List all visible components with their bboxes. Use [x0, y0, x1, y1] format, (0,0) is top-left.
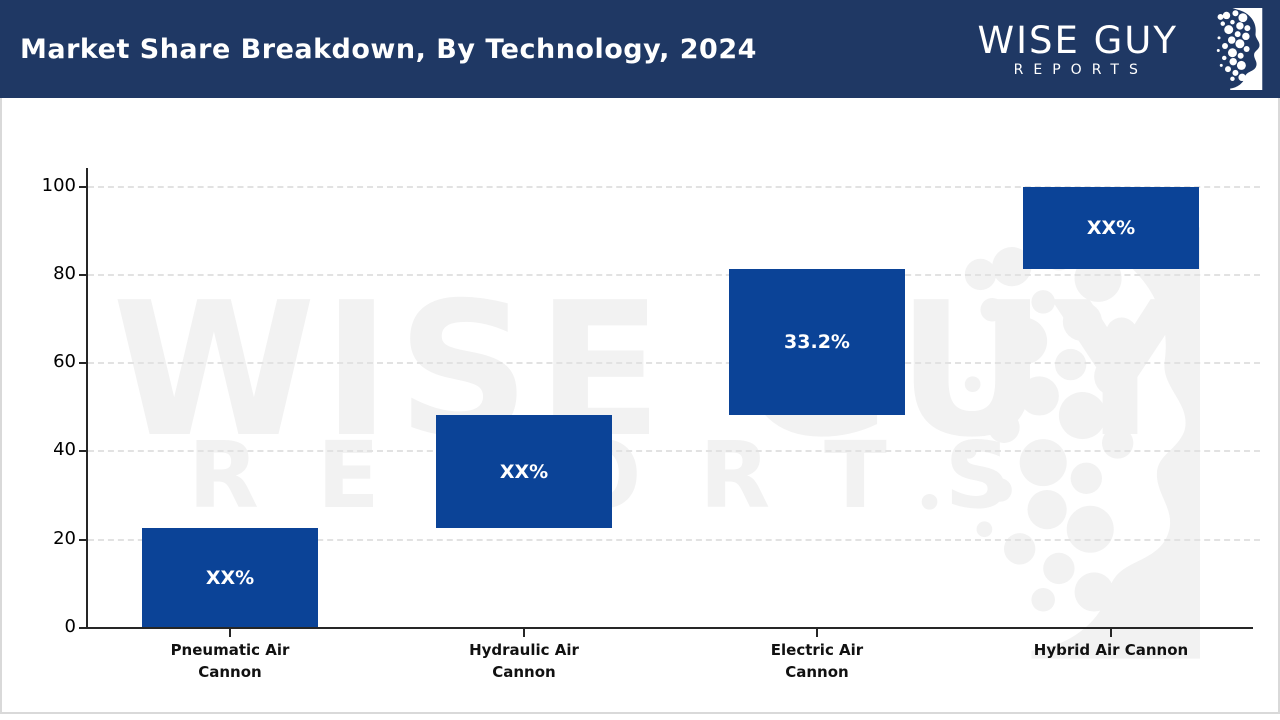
bar-hydraulic-air-cannon: XX% [436, 415, 612, 529]
y-tick-20 [79, 538, 87, 541]
bar-hybrid-air-cannon: XX% [1023, 186, 1199, 269]
y-tick-80 [79, 273, 87, 276]
bar-value-label: XX% [205, 567, 255, 590]
logo-wordmark-line1: WISE GUY [977, 18, 1178, 62]
bar-value-label: XX% [499, 460, 549, 483]
logo-wordmark-line2: REPORTS [1013, 61, 1148, 78]
y-tick-label-40: 40 [53, 439, 76, 461]
y-tick-0 [79, 627, 87, 629]
x-tick-0 [229, 629, 231, 637]
y-axis-line [86, 168, 88, 629]
gridline-60 [88, 362, 1260, 365]
bar-electric-air-cannon: 33.2% [729, 268, 905, 416]
bar-value-label: XX% [1086, 216, 1136, 239]
category-label-1: Hydraulic Air Cannon [469, 641, 579, 681]
category-label-2: Electric Air Cannon [770, 641, 864, 681]
x-tick-2 [816, 629, 818, 637]
y-tick-label-20: 20 [53, 527, 76, 549]
y-tick-label-0: 0 [64, 616, 76, 637]
x-tick-3 [1110, 629, 1112, 637]
category-label-3: Hybrid Air Cannon [1033, 641, 1189, 659]
page-title: Market Share Breakdown, By Technology, 2… [20, 33, 757, 65]
x-axis-line [86, 627, 1253, 629]
gridline-100 [88, 185, 1260, 188]
bar-value-label: 33.2% [784, 330, 850, 353]
x-tick-1 [523, 629, 525, 637]
gridline-20 [88, 538, 1260, 541]
header-bar: Market Share Breakdown, By Technology, 2… [0, 0, 1280, 98]
y-tick-60 [79, 362, 87, 365]
y-tick-100 [79, 185, 87, 188]
y-tick-label-60: 60 [53, 351, 76, 373]
y-tick-label-100: 100 [41, 174, 76, 196]
bar-pneumatic-air-cannon: XX% [142, 528, 318, 628]
y-tick-label-80: 80 [53, 262, 76, 284]
logo-head-icon [1216, 8, 1263, 90]
brand-logo: WISE GUY REPORTS [978, 8, 1280, 90]
logo-wordmark: WISE GUY REPORTS [978, 22, 1178, 77]
y-tick-40 [79, 450, 87, 453]
gridline-40 [88, 450, 1260, 453]
category-label-0: Pneumatic Air Cannon [170, 641, 290, 681]
gridline-80 [88, 273, 1260, 276]
